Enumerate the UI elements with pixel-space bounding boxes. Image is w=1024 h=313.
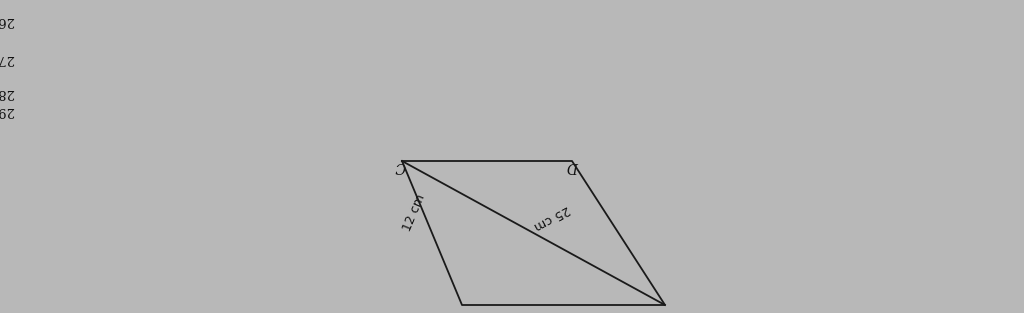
Text: sides are of lengths 17 cm and 10 cm.: sides are of lengths 17 cm and 10 cm.	[0, 29, 15, 43]
Text: 12 cm: 12 cm	[400, 192, 427, 233]
Text: 29.  Find the area of the parallelogram BCD given in the adjoining figure. Also,: 29. Find the area of the parallelogram B…	[0, 105, 15, 117]
Text: C: C	[394, 159, 406, 173]
Text: 28.  The perimeter of a triangular field is 840 m and its sides are in the ratio: 28. The perimeter of a triangular field …	[0, 86, 15, 100]
Text: 25 cm: 25 cm	[531, 203, 571, 233]
Text: 26.  Find the area of a trapezium whose parallel sides are of lengths 33 cm and : 26. Find the area of a trapezium whose p…	[0, 14, 15, 28]
Text: of 15 paise per cm².: of 15 paise per cm².	[0, 66, 15, 80]
Text: D: D	[568, 159, 580, 173]
Text: 27.  The edges of a triangular board are 12 cm, 16 cm and 20 cm.  Find the cost : 27. The edges of a triangular board are …	[0, 52, 15, 64]
Text: side AB.: side AB.	[0, 119, 15, 131]
